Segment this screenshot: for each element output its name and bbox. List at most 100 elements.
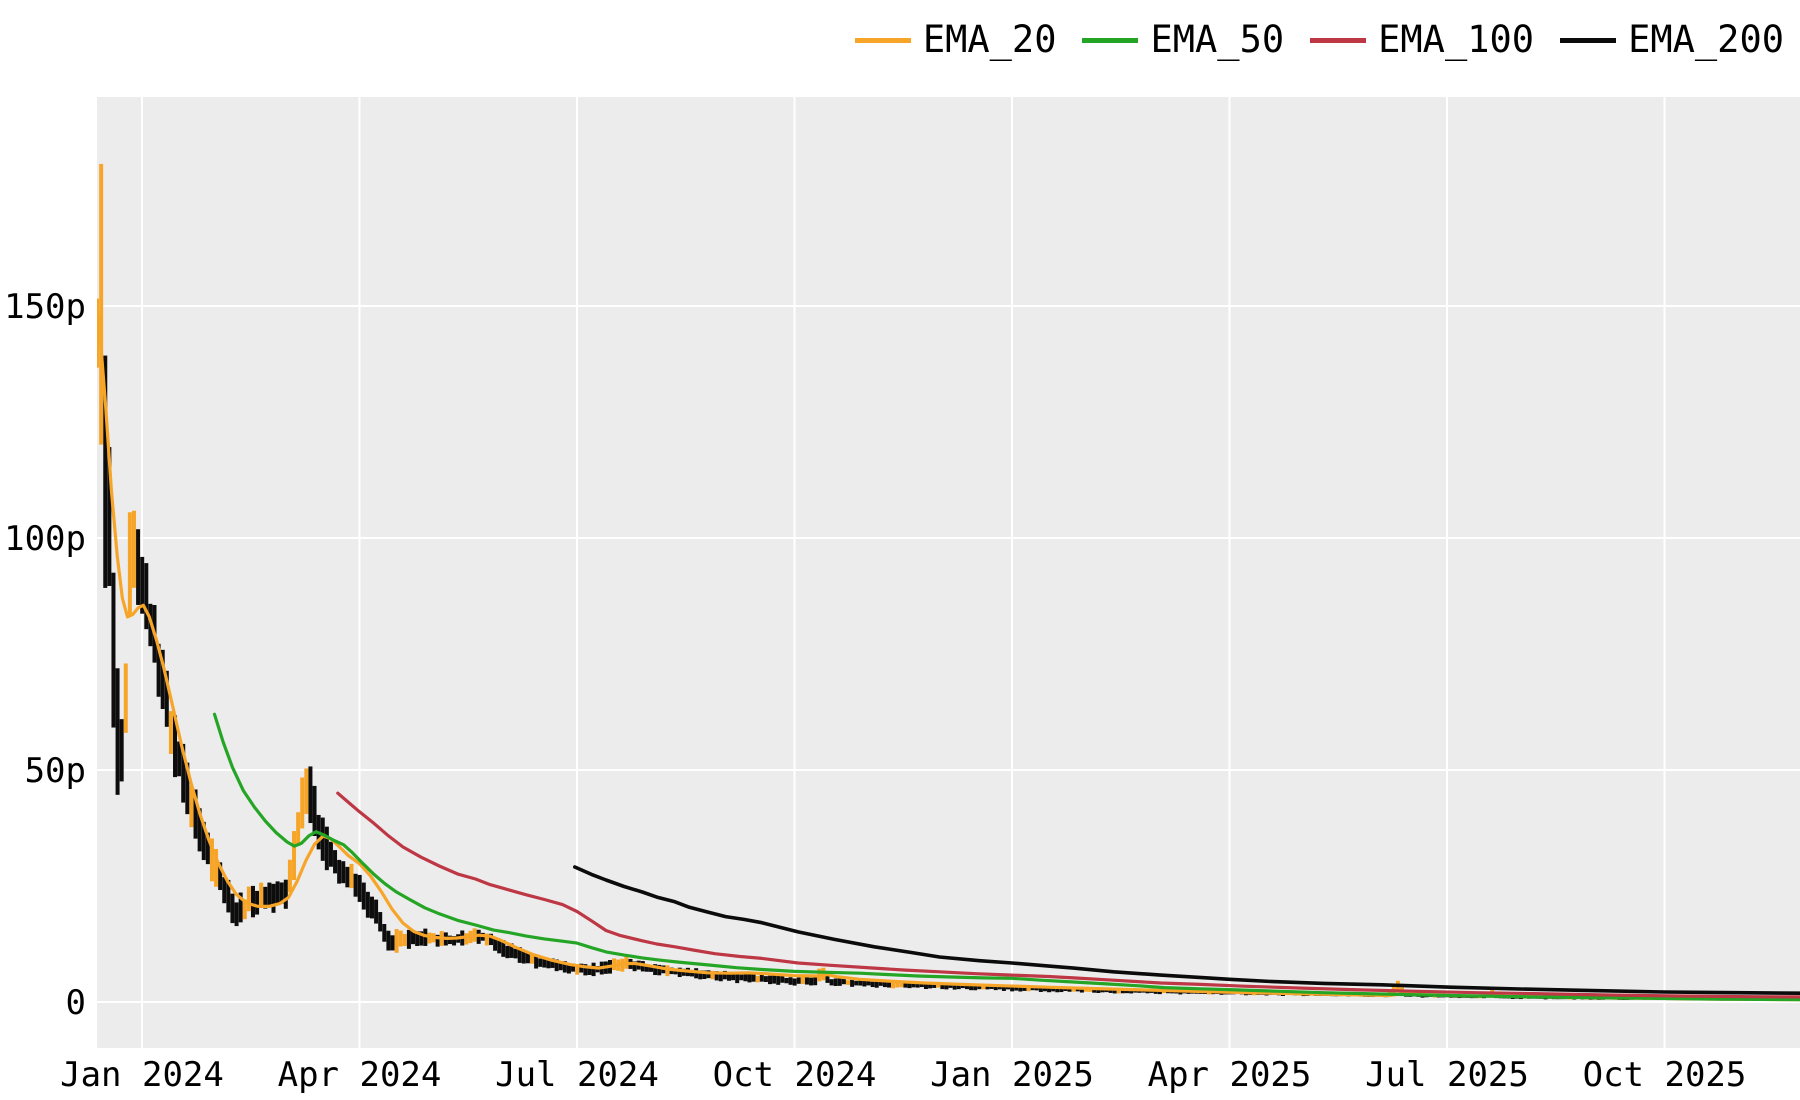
candle-up	[895, 982, 900, 988]
candle-down	[136, 529, 141, 605]
candle-down	[452, 936, 457, 946]
candle-down	[571, 963, 576, 972]
candle-down	[382, 924, 387, 942]
candle-down	[218, 862, 223, 891]
candle-down	[928, 982, 933, 989]
candle-down	[1059, 986, 1064, 993]
candle-down	[587, 965, 592, 975]
candle-up	[242, 899, 247, 920]
candle-down	[759, 974, 764, 982]
candle-up	[1071, 988, 1076, 992]
candle-down	[850, 979, 855, 987]
candle-down	[874, 980, 879, 988]
candle-down	[731, 972, 736, 981]
candle-down	[862, 980, 867, 987]
candle-up	[530, 953, 535, 964]
candle-down	[714, 971, 719, 981]
candle-down	[858, 980, 863, 986]
candle-down	[222, 877, 227, 904]
x-tick-label: Jan 2024	[60, 1055, 224, 1095]
candle-up	[189, 785, 194, 828]
candle-down	[361, 882, 366, 910]
candle-down	[681, 968, 686, 976]
legend-item-ema-20: EMA_20	[854, 14, 1056, 66]
candle-down	[177, 741, 182, 777]
candle-up	[296, 812, 301, 847]
candle-down	[952, 984, 957, 990]
candle-down	[497, 939, 502, 954]
candle-down	[271, 883, 276, 913]
candle-down	[1079, 988, 1084, 993]
candle-down	[234, 902, 239, 927]
candle-down	[333, 850, 338, 874]
candle-up	[304, 768, 309, 814]
candle-down	[772, 975, 777, 984]
y-tick-label: 0	[66, 983, 86, 1023]
ema-20-line	[97, 313, 1800, 1002]
candle-down	[501, 940, 506, 957]
candle-up	[292, 831, 297, 881]
candle-down	[119, 719, 124, 782]
candle-down	[521, 951, 526, 964]
x-tick-label: Oct 2025	[1583, 1055, 1747, 1095]
candle-down	[374, 899, 379, 924]
candle-down	[780, 975, 785, 983]
candle-down	[525, 952, 530, 964]
candle-down	[435, 934, 440, 947]
candle-down	[546, 958, 551, 969]
candle-down	[673, 968, 678, 975]
legend-label-ema-100: EMA_100	[1378, 18, 1535, 61]
candle-up	[755, 975, 760, 983]
candle-down	[768, 975, 773, 985]
candle-down	[1018, 986, 1023, 992]
candle-down	[911, 983, 916, 988]
x-tick-label: Jul 2024	[495, 1055, 659, 1095]
candle-up	[1026, 986, 1031, 992]
candle-down	[903, 981, 908, 988]
candle-down	[312, 785, 317, 836]
candle-down	[796, 977, 801, 984]
candle-up	[845, 980, 850, 985]
candle-down	[160, 649, 165, 710]
candle-down	[644, 964, 649, 972]
legend-swatch-ema-200-icon	[1560, 37, 1617, 43]
candle-down	[804, 977, 809, 985]
candle-up	[287, 859, 292, 893]
candle-up	[1083, 988, 1088, 992]
candle-down	[923, 983, 928, 990]
candle-down	[111, 572, 116, 728]
candle-up	[936, 983, 941, 988]
candle-down	[1112, 988, 1117, 994]
candle-down	[1006, 985, 1011, 990]
candle-down	[718, 971, 723, 982]
candle-down	[279, 882, 284, 904]
candle-down	[554, 959, 559, 972]
candle-down	[1042, 987, 1047, 992]
candle-down	[263, 886, 268, 909]
candle-down	[156, 643, 161, 697]
candle-down	[964, 983, 969, 990]
candle-down	[940, 983, 945, 990]
candle-down	[1120, 989, 1125, 994]
candle-down	[337, 859, 342, 884]
candle-down	[488, 933, 493, 946]
legend-swatch-ema-100-icon	[1310, 37, 1367, 43]
candle-down	[1108, 989, 1113, 993]
y-tick-label: 100p	[4, 519, 86, 559]
x-tick-label: Jan 2025	[930, 1055, 1094, 1095]
candle-up	[131, 510, 136, 588]
candle-down	[1022, 986, 1027, 991]
candle-up	[209, 838, 214, 882]
candle-down	[357, 874, 362, 902]
candle-down	[230, 893, 235, 924]
candle-down	[369, 896, 374, 919]
candle-down	[566, 963, 571, 974]
candle-down	[907, 981, 912, 989]
x-tick-label: Apr 2025	[1148, 1055, 1312, 1095]
candle-up	[97, 298, 100, 368]
candle-down	[932, 984, 937, 988]
ema-200-line	[572, 865, 1800, 995]
x-tick-label: Oct 2024	[713, 1055, 877, 1095]
candle-down	[267, 882, 272, 907]
